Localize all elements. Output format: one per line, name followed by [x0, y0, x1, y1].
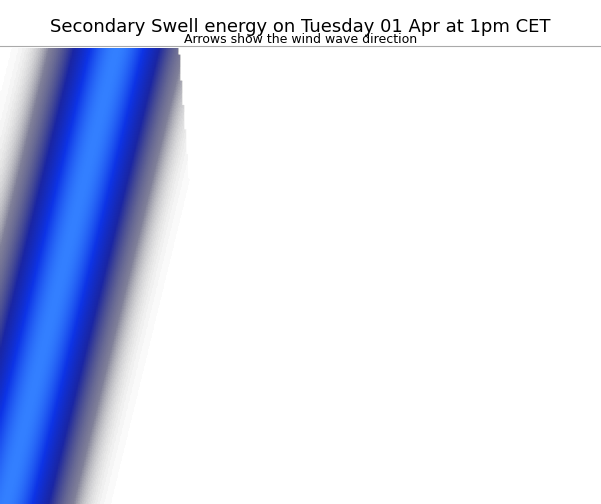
Text: Arrows show the wind wave direction: Arrows show the wind wave direction: [184, 33, 417, 46]
Text: Secondary Swell energy on Tuesday 01 Apr at 1pm CET: Secondary Swell energy on Tuesday 01 Apr…: [50, 18, 551, 36]
